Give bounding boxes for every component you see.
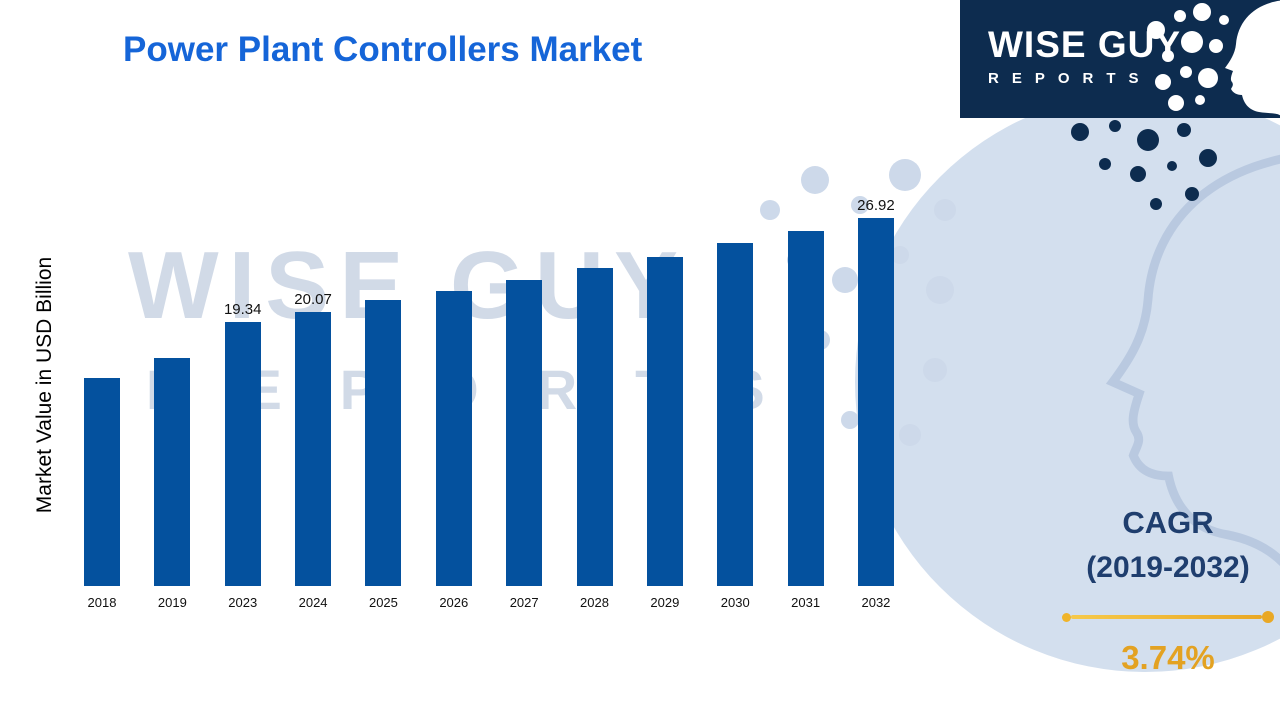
x-axis-tick-label: 2023: [228, 595, 258, 610]
gold-line: [1071, 615, 1262, 619]
face-profile-icon: [1105, 154, 1280, 567]
x-axis-tick-label: 2019: [157, 595, 187, 610]
line-end-dot: [1262, 611, 1274, 623]
bar: [576, 268, 613, 586]
bar: [154, 358, 191, 586]
logo-subtext: REPORTS: [988, 70, 1152, 87]
bar-column: 2019: [150, 150, 194, 612]
bar-column: 2018: [80, 150, 124, 612]
bar: [857, 218, 894, 586]
line-start-dot: [1062, 612, 1071, 622]
dots-decoration: [1071, 120, 1217, 210]
x-axis-tick-label: 2029: [650, 595, 680, 610]
cagr-value: 3.74%: [1121, 639, 1215, 676]
cagr-panel: CAGR (2019-2032) 3.74%: [1062, 505, 1274, 677]
cagr-label: CAGR: [1122, 505, 1214, 540]
bar: [365, 300, 402, 586]
bar-column: 2026: [432, 150, 476, 612]
x-axis-tick-label: 2027: [509, 595, 539, 610]
bar-column: 2025: [361, 150, 405, 612]
x-axis-tick-label: 2031: [791, 595, 821, 610]
page-title: Power Plant Controllers Market: [123, 30, 643, 69]
x-axis-tick-label: 2024: [298, 595, 328, 610]
dotted-face-icon: [1147, 0, 1280, 116]
bar: [224, 322, 261, 586]
cagr-range: (2019-2032): [1086, 551, 1250, 584]
bar-column: 2028: [573, 150, 617, 612]
cagr-underline-decoration: [1062, 611, 1274, 623]
bar-column: 20.07 2024: [291, 150, 335, 612]
bar: [506, 280, 543, 586]
x-axis-tick-label: 2032: [861, 595, 891, 610]
bar-column: 2029: [643, 150, 687, 612]
bar: [84, 378, 120, 586]
brand-logo: WISE GUY REPORTS: [960, 0, 1280, 118]
bar-column: 2031: [784, 150, 828, 612]
x-axis-tick-label: 2028: [580, 595, 609, 610]
x-axis-tick-label: 2018: [87, 595, 117, 610]
x-axis-tick-label: 2025: [368, 595, 398, 610]
bar-column: 2027: [502, 150, 546, 612]
bar-chart: 2018 2019 19.34 2023 20.07 2024 2025 2026 2027 20…: [80, 150, 898, 612]
bar-value-label: 26.92: [857, 197, 895, 214]
bar-value-label: 19.34: [223, 301, 262, 318]
bar-column: 19.34 2023: [221, 150, 265, 612]
bar-value-label: 20.07: [294, 291, 332, 308]
x-axis-tick-label: 2026: [439, 595, 469, 610]
y-axis-label-wrap: Market Value in USD Billion: [28, 165, 62, 605]
bar-column: 26.92 2032: [854, 150, 898, 612]
bar: [787, 231, 824, 586]
bar-column: 2030: [713, 150, 757, 612]
x-axis-tick-label: 2030: [720, 595, 750, 610]
bar: [435, 291, 472, 586]
y-axis-label: Market Value in USD Billion: [33, 256, 57, 514]
bar: [717, 243, 754, 586]
bar: [295, 312, 332, 586]
bar: [646, 257, 683, 586]
